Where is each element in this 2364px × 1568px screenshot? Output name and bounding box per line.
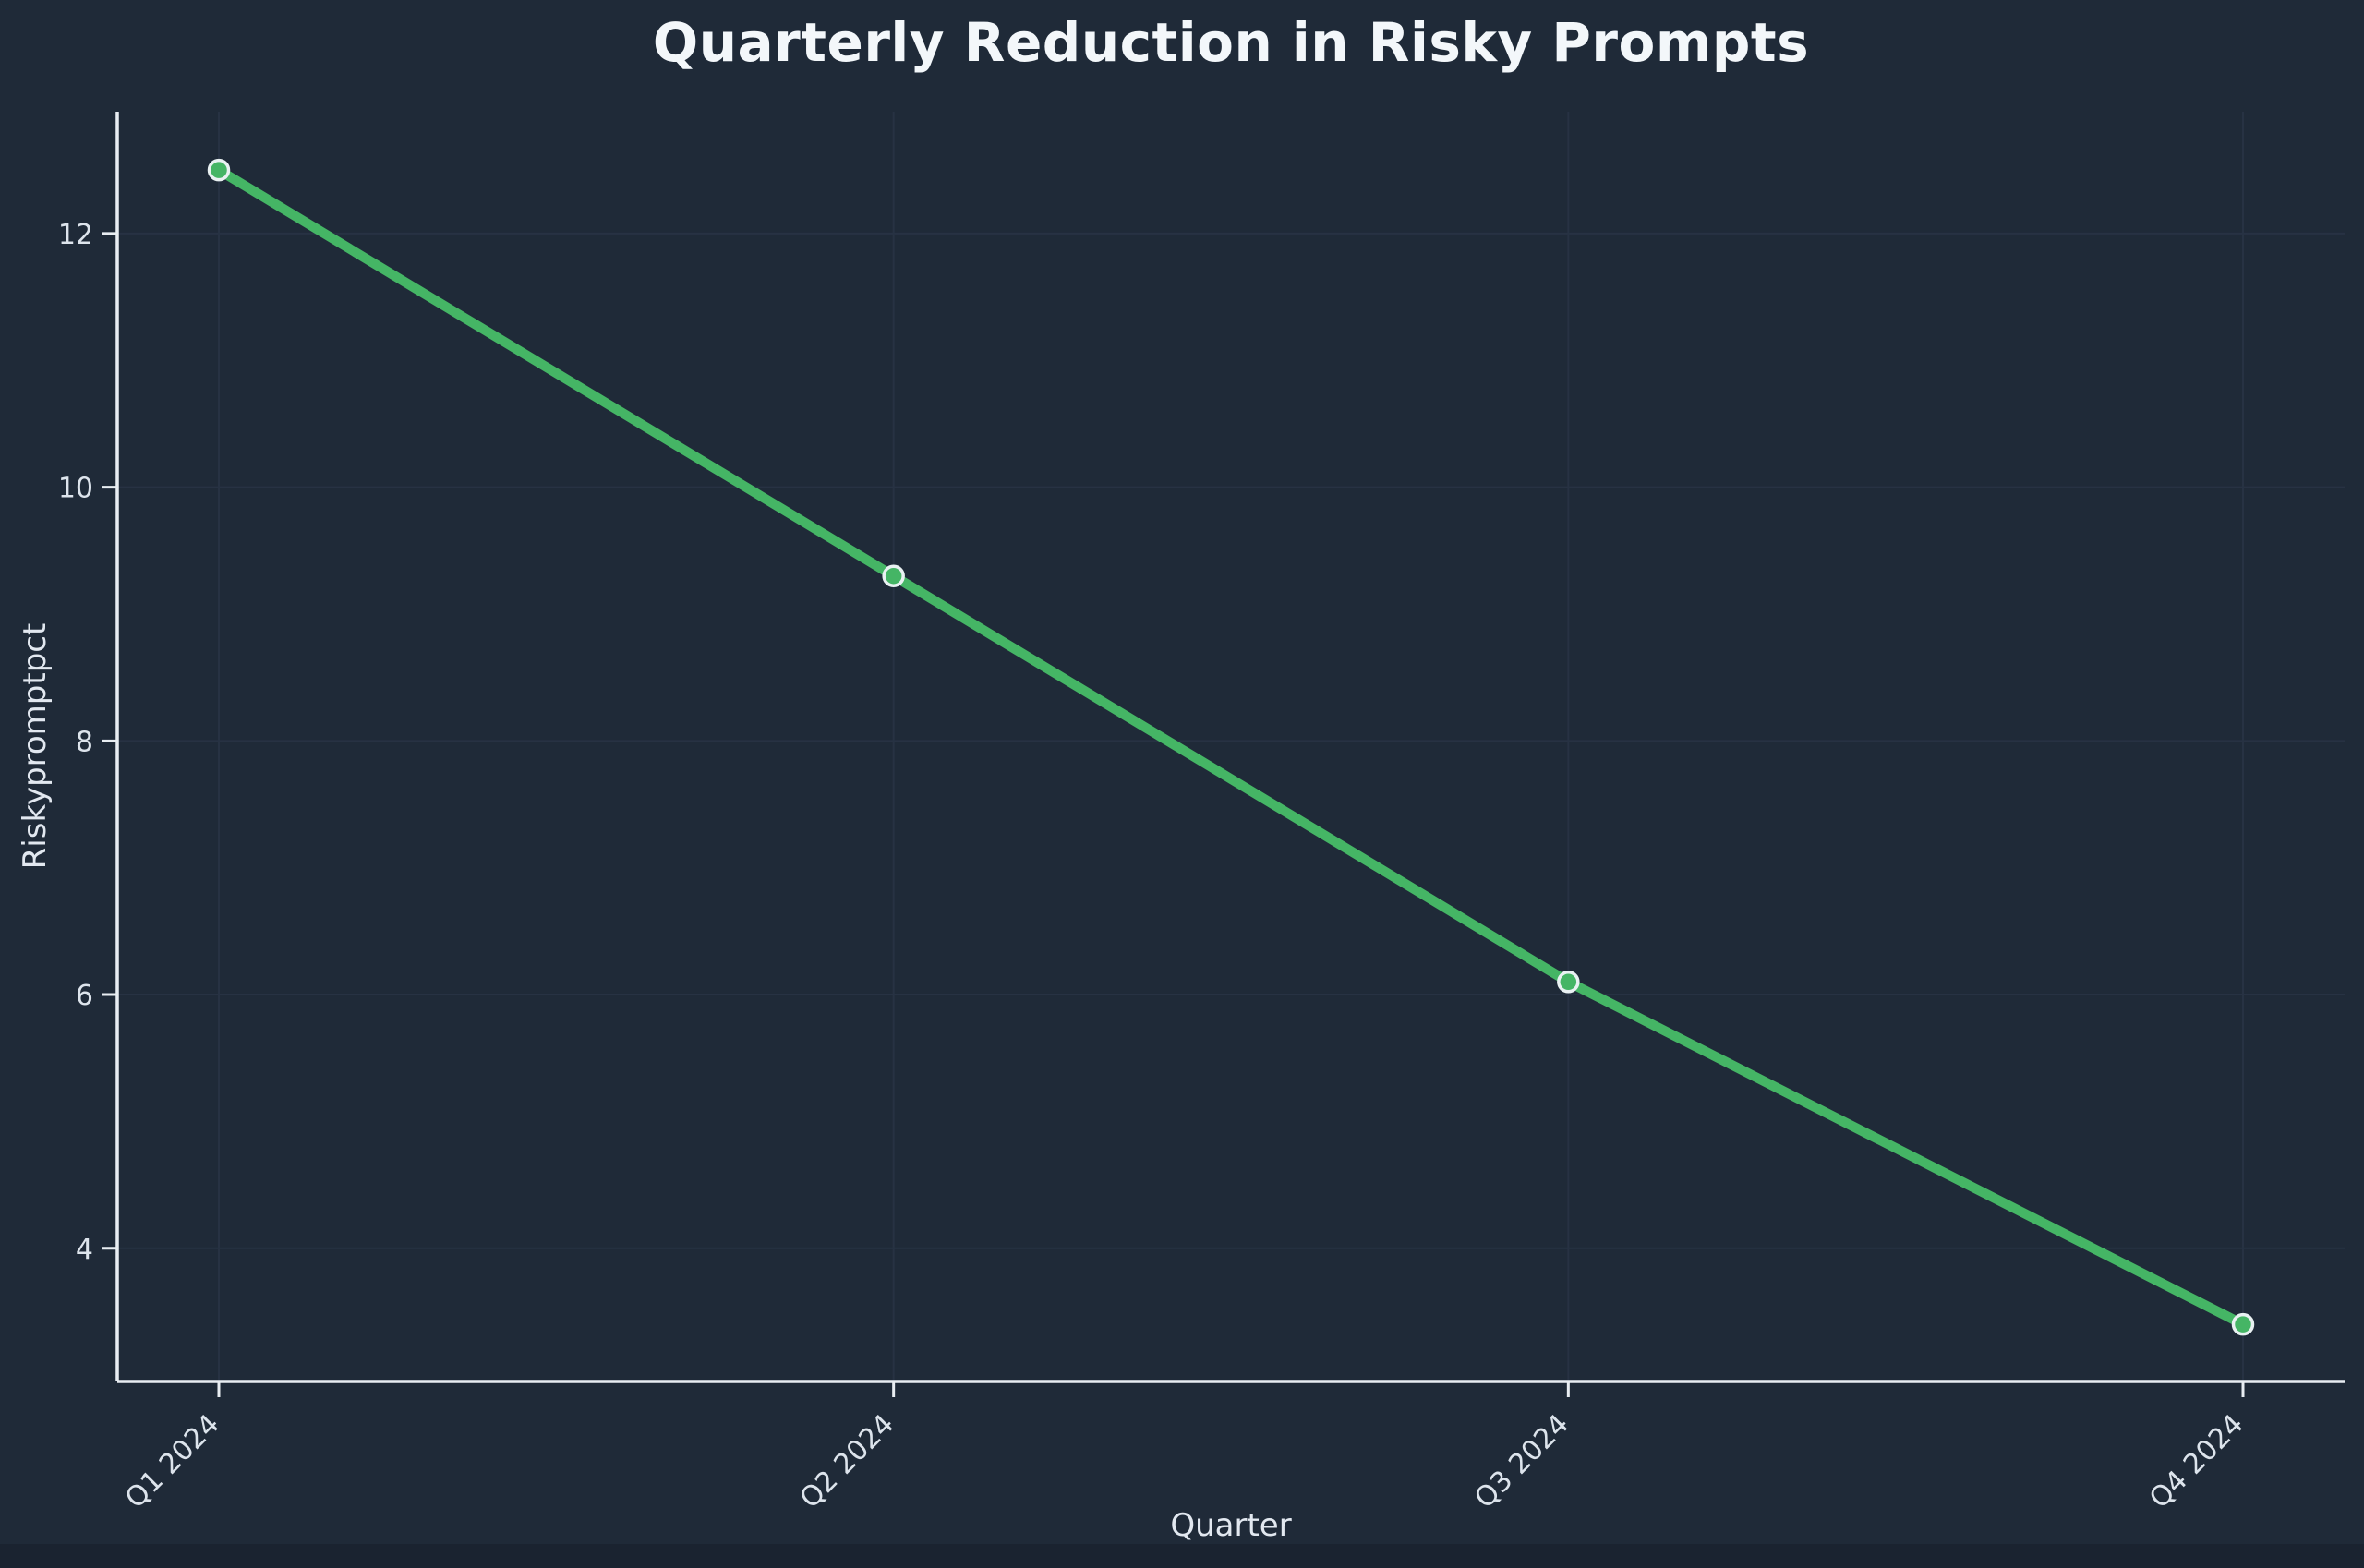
y-tick-label: 4 — [76, 1234, 93, 1266]
data-line — [213, 164, 2249, 1330]
bottom-strip — [0, 1544, 2364, 1568]
y-tick-label: 12 — [58, 219, 93, 251]
chart-title: Quarterly Reduction in Risky Prompts — [652, 11, 1810, 74]
y-tick-label: 10 — [58, 473, 93, 505]
y-tick-label: 6 — [76, 980, 93, 1012]
data-point-marker — [1557, 971, 1580, 994]
x-tick-label: Q1 2024 — [119, 1408, 226, 1515]
x-tick-label: Q4 2024 — [2143, 1408, 2250, 1515]
y-tick-label: 8 — [76, 726, 93, 758]
x-tick-label: Q2 2024 — [794, 1408, 901, 1515]
data-point-marker — [882, 564, 905, 587]
data-point-marker — [2231, 1312, 2255, 1336]
data-point-marker — [207, 158, 231, 182]
y-axis-label: Riskypromptpct — [17, 622, 54, 870]
x-tick-label: Q3 2024 — [1468, 1408, 1575, 1515]
x-axis-label: Quarter — [1170, 1507, 1292, 1544]
